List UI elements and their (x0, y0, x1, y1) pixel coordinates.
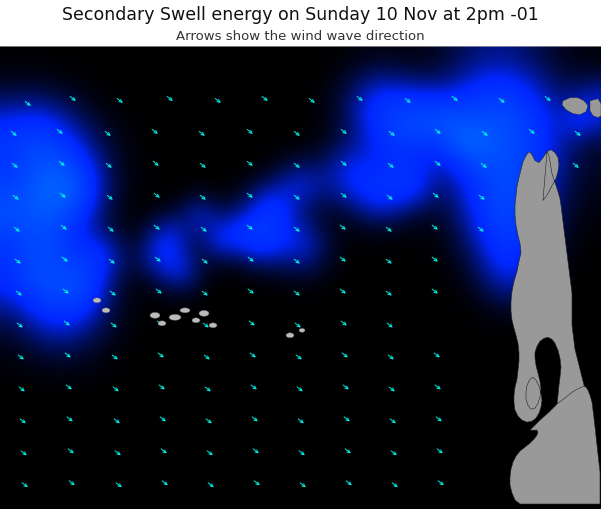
Ellipse shape (169, 315, 181, 320)
Ellipse shape (199, 310, 209, 316)
Ellipse shape (192, 318, 200, 323)
Ellipse shape (93, 298, 101, 303)
Ellipse shape (180, 308, 190, 313)
Ellipse shape (299, 328, 305, 332)
Text: Arrows show the wind wave direction: Arrows show the wind wave direction (176, 30, 425, 43)
Text: Secondary Swell energy on Sunday 10 Nov at 2pm -01: Secondary Swell energy on Sunday 10 Nov … (62, 6, 539, 23)
Ellipse shape (286, 333, 294, 338)
Ellipse shape (209, 323, 217, 328)
Ellipse shape (102, 308, 110, 313)
Polygon shape (510, 386, 600, 504)
Ellipse shape (150, 313, 160, 318)
Ellipse shape (158, 321, 166, 326)
Polygon shape (562, 98, 588, 115)
Polygon shape (511, 150, 590, 452)
Polygon shape (590, 99, 601, 118)
